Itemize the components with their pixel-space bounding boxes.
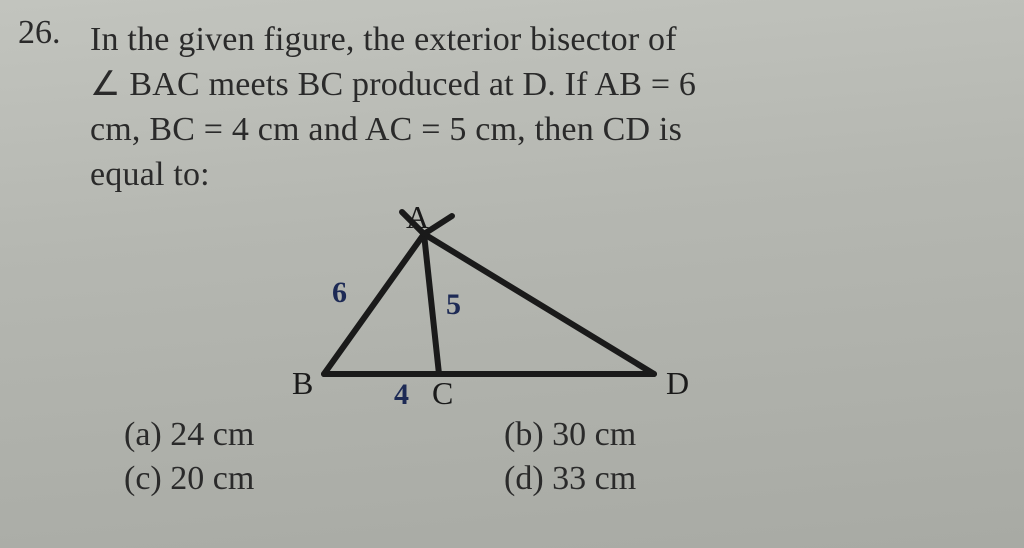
question-line-2: ∠ BAC meets BC produced at D. If AB = 6 [90,66,696,103]
triangle-lines [324,212,654,374]
label-b: B [292,365,313,401]
option-c-tag: (c) [124,460,162,497]
question-number: 26. [18,14,61,52]
page: 26. In the given figure, the exterior bi… [0,0,1024,548]
option-a[interactable]: (a) 24 cm [124,416,504,454]
handwritten-bc-length: 4 [394,378,409,411]
handwritten-ab-length: 6 [332,276,347,309]
question-text: In the given figure, the exterior bisect… [90,18,990,198]
option-d[interactable]: (d) 33 cm [504,460,884,498]
option-c[interactable]: (c) 20 cm [124,460,504,498]
label-a: A [406,204,429,235]
option-b-tag: (b) [504,416,544,453]
handwritten-ac-length: 5 [446,288,461,321]
option-b[interactable]: (b) 30 cm [504,416,884,454]
option-b-text: 30 cm [552,416,636,453]
edge-ac [424,234,439,374]
option-d-tag: (d) [504,460,544,497]
question-line-4: equal to: [90,156,210,193]
label-d: D [666,365,689,401]
question-line-3: cm, BC = 4 cm and AC = 5 cm, then CD is [90,111,682,148]
options-grid: (a) 24 cm (b) 30 cm (c) 20 cm (d) 33 cm [124,416,990,498]
label-c: C [432,375,453,411]
option-a-text: 24 cm [170,416,254,453]
option-a-tag: (a) [124,416,162,453]
option-c-text: 20 cm [170,460,254,497]
question-line-1: In the given figure, the exterior bisect… [90,21,677,58]
option-d-text: 33 cm [552,460,636,497]
geometry-figure: A B C D 6 5 4 [234,204,734,414]
triangle-svg: A B C D 6 5 4 [234,204,734,414]
